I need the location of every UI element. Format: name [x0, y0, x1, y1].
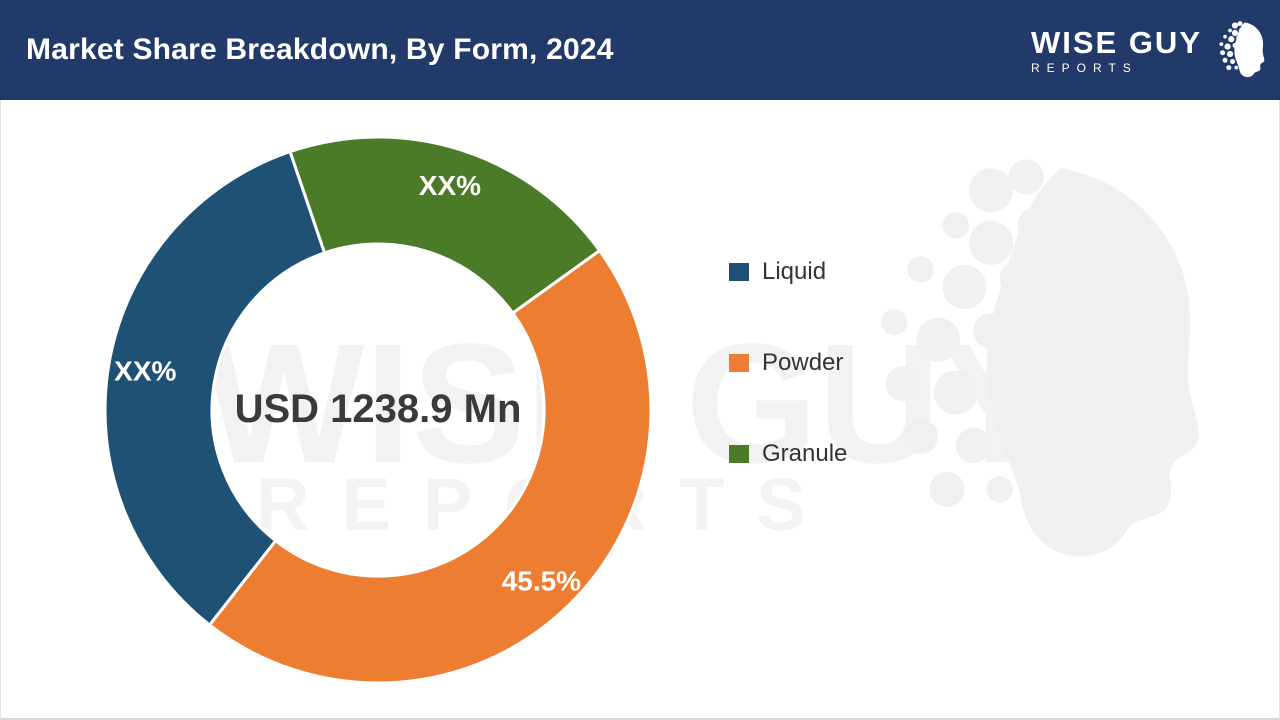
legend-swatch-liquid: [729, 263, 749, 281]
legend-swatch-powder: [729, 354, 749, 372]
legend-item-powder[interactable]: Powder: [729, 349, 847, 377]
wise-guy-logo: WISE GUY REPORTS: [1031, 8, 1266, 92]
chart-area: WISE GUY REPORTS XX%45.5%XX% USD 1238.9 …: [0, 100, 1280, 720]
logo-wordmark-line1: WISE GUY: [1030, 24, 1202, 60]
chart-legend: Liquid Powder Granule: [729, 258, 847, 468]
logo-wordmark: WISE GUY REPORTS: [1031, 27, 1202, 74]
donut-chart: WISE GUY REPORTS XX%45.5%XX% USD 1238.9 …: [103, 135, 1199, 685]
logo-head-icon: [1219, 21, 1265, 78]
slice-label-liquid: XX%: [114, 356, 176, 387]
slice-label-granule: XX%: [419, 170, 481, 201]
legend-item-granule[interactable]: Granule: [729, 440, 847, 468]
donut-slice-liquid[interactable]: [103, 150, 326, 627]
donut-slices: XX% 45.5% XX%: [103, 135, 653, 685]
page-title: Market Share Breakdown, By Form, 2024: [26, 33, 614, 66]
legend-label: Granule: [762, 440, 848, 467]
legend-label: Liquid: [762, 258, 827, 285]
donut-slice-granule[interactable]: [288, 135, 602, 315]
slice-label-powder: 45.5%: [502, 565, 581, 596]
legend-swatch-granule: [729, 445, 749, 463]
legend-label: Powder: [762, 349, 844, 376]
legend-item-liquid[interactable]: Liquid: [729, 258, 847, 286]
logo-wordmark-line2: REPORTS: [1030, 60, 1138, 75]
donut-slice-powder[interactable]: [208, 249, 653, 685]
header-bar: Market Share Breakdown, By Form, 2024 WI…: [0, 0, 1280, 100]
center-value: USD 1238.9 Mn: [235, 387, 522, 431]
